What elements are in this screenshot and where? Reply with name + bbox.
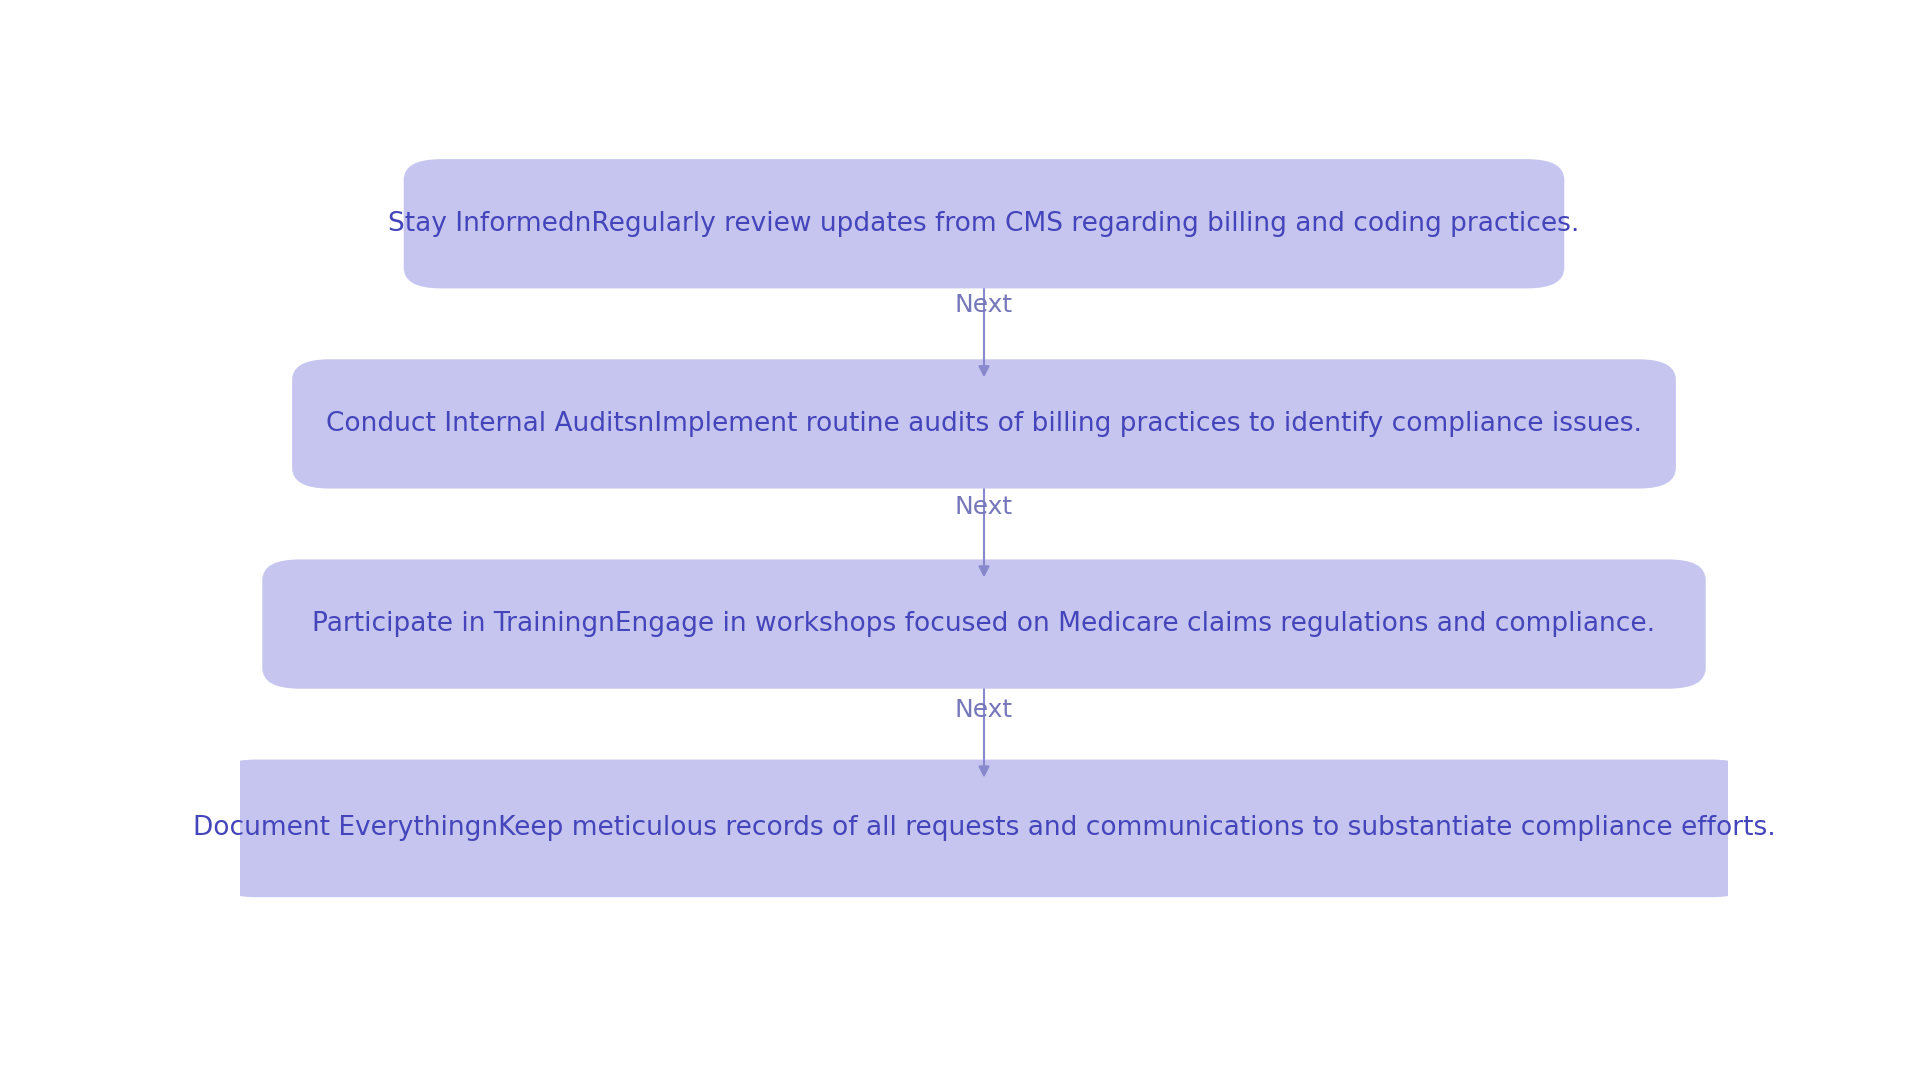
FancyBboxPatch shape	[217, 759, 1751, 897]
FancyBboxPatch shape	[292, 360, 1676, 488]
Text: Participate in TrainingnEngage in workshops focused on Medicare claims regulatio: Participate in TrainingnEngage in worksh…	[313, 611, 1655, 637]
Text: Next: Next	[954, 293, 1014, 317]
Text: Next: Next	[954, 495, 1014, 519]
Text: Conduct Internal AuditsnImplement routine audits of billing practices to identif: Conduct Internal AuditsnImplement routin…	[326, 410, 1642, 436]
Text: Next: Next	[954, 697, 1014, 721]
FancyBboxPatch shape	[403, 159, 1565, 288]
FancyBboxPatch shape	[263, 560, 1705, 689]
Text: Document EverythingnKeep meticulous records of all requests and communications t: Document EverythingnKeep meticulous reco…	[192, 815, 1776, 841]
Text: Stay InformednRegularly review updates from CMS regarding billing and coding pra: Stay InformednRegularly review updates f…	[388, 211, 1580, 237]
